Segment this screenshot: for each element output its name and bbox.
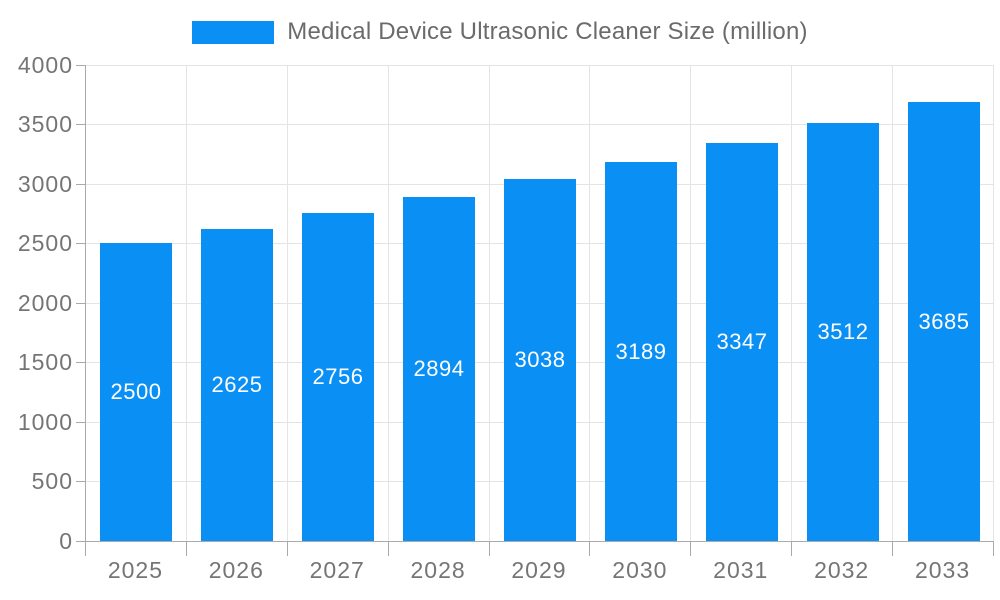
bar: 3347 [706,143,778,541]
x-axis-label: 2030 [612,557,668,583]
bar-value-label: 2894 [413,356,465,381]
x-axis-label: 2027 [309,557,365,583]
vertical-gridline [791,65,792,541]
x-axis-label: 2029 [511,557,567,583]
legend-swatch [192,20,275,44]
x-axis-tick [186,542,187,556]
bar: 2500 [100,243,172,541]
x-axis-tick [85,542,86,556]
y-axis-tick [76,184,85,185]
plot-area: 2500 2625 2756 2894 3038 3189 3347 3512 3685 [85,65,994,542]
bar-value-label: 3038 [514,347,566,372]
x-axis-label: 2033 [914,557,971,583]
bar: 3685 [908,102,980,541]
y-axis-tick [76,124,85,125]
x-axis-label: 2028 [410,557,466,583]
y-axis-tick [76,362,85,363]
x-axis-label: 2025 [107,557,164,583]
y-axis-tick [76,422,85,423]
x-axis-label: 2032 [814,557,870,583]
vertical-gridline [287,65,288,541]
legend: Medical Device Ultrasonic Cleaner Size (… [0,18,1000,46]
bar: 2894 [403,197,475,541]
vertical-gridline [186,65,187,541]
y-axis-label: 4000 [17,52,73,78]
bar-value-label: 2756 [312,364,364,389]
y-axis-label: 2000 [17,290,73,316]
bar: 2625 [201,229,273,541]
bar-value-label: 3512 [817,319,869,344]
vertical-gridline [489,65,490,541]
y-axis-label: 3500 [17,111,73,137]
x-axis-tick [589,542,590,556]
vertical-gridline [589,65,590,541]
bar: 3189 [605,162,677,541]
y-axis-tick [76,541,85,542]
x-axis-tick [993,542,994,556]
y-axis-label: 500 [31,468,73,494]
x-axis-tick [892,542,893,556]
x-axis-tick [690,542,691,556]
y-axis-tick [76,65,85,66]
x-axis-tick [287,542,288,556]
bar-value-label: 2500 [110,379,162,404]
y-axis-tick [76,303,85,304]
y-axis-tick [76,481,85,482]
bar: 2756 [302,213,374,541]
y-axis-label: 1500 [17,349,73,375]
vertical-gridline [993,65,994,541]
bar: 3038 [504,179,576,541]
x-axis-label: 2031 [713,557,769,583]
y-axis-label: 2500 [17,230,73,256]
y-axis-label: 3000 [17,171,73,197]
x-axis-tick [791,542,792,556]
bar-value-label: 2625 [211,372,263,397]
vertical-gridline [690,65,691,541]
bar: 3512 [807,123,879,541]
x-axis-tick [489,542,490,556]
bar-value-label: 3347 [716,329,768,354]
vertical-gridline [388,65,389,541]
horizontal-gridline [86,65,994,66]
x-axis-label: 2026 [208,557,264,583]
y-axis-tick [76,243,85,244]
legend-title: Medical Device Ultrasonic Cleaner Size (… [287,18,808,45]
x-axis-tick [388,542,389,556]
bar-value-label: 3685 [918,308,970,334]
y-axis-label: 1000 [17,409,73,435]
bar-value-label: 3189 [615,338,667,364]
vertical-gridline [892,65,893,541]
y-axis-label: 0 [59,528,73,554]
horizontal-gridline [86,124,994,125]
